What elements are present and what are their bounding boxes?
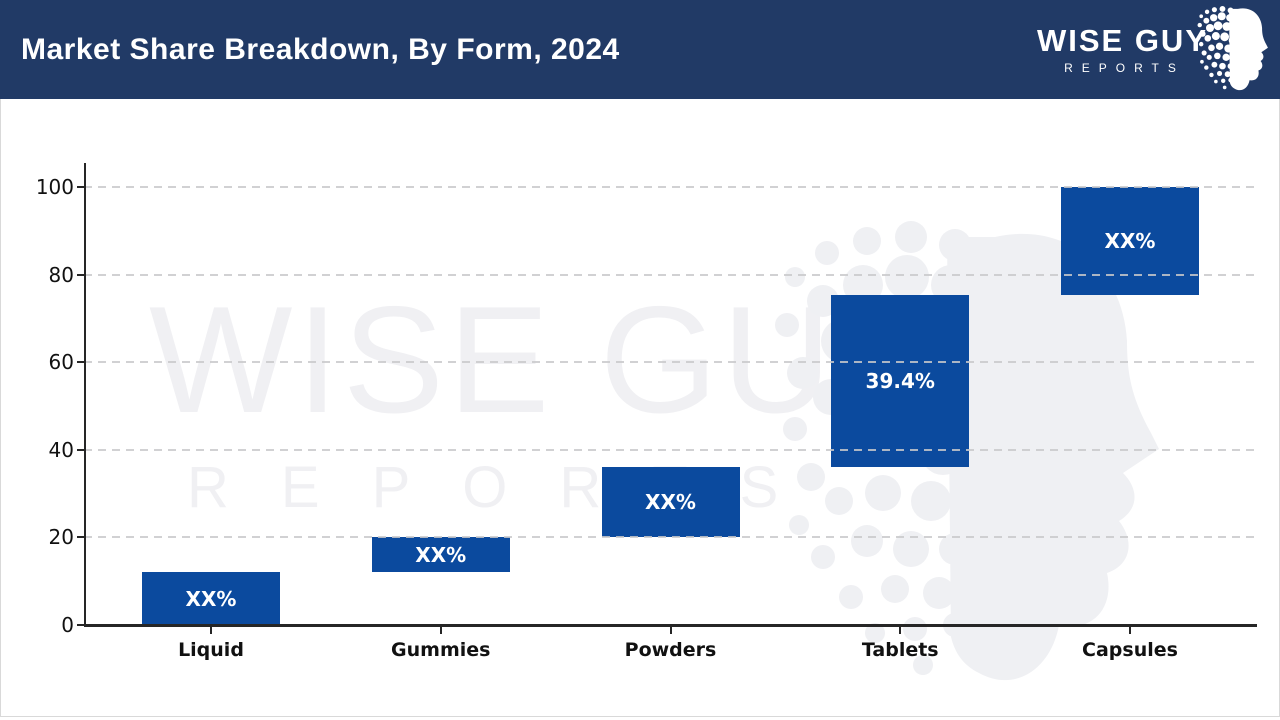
x-axis-line: [84, 624, 1257, 627]
bar-label-gummies: XX%: [415, 542, 467, 567]
x-tick-label-gummies: Gummies: [391, 639, 491, 661]
y-tick: [77, 273, 84, 276]
logo-face-icon: [1197, 5, 1268, 90]
y-tick-label: 40: [48, 437, 74, 462]
y-tick: [77, 536, 84, 539]
x-tick-label-tablets: Tablets: [861, 639, 939, 661]
gridline-60: [84, 361, 1257, 364]
gridline-80: [84, 273, 1257, 276]
logo-wordmark: WISE GUY REPORTS: [1037, 25, 1208, 75]
y-tick-label: 0: [61, 613, 74, 637]
y-tick: [77, 624, 84, 626]
watermark-line1: WISE GUY: [149, 275, 942, 445]
x-tick: [669, 627, 672, 634]
y-tick: [77, 361, 84, 364]
page-title: Market Share Breakdown, By Form, 2024: [21, 32, 620, 66]
bar-gummies: [371, 537, 510, 573]
logo-wordmark-line2: REPORTS: [1064, 60, 1185, 75]
y-tick: [77, 186, 84, 188]
x-tick: [1129, 627, 1131, 634]
y-tick: [77, 448, 84, 451]
y-tick-label: 80: [48, 262, 74, 287]
watermark-line2: REPORTS: [187, 455, 831, 520]
gridline-100: [84, 186, 1257, 188]
bar-label-capsules: XX%: [1104, 228, 1156, 253]
header: Market Share Breakdown, By Form, 2024 WI…: [0, 0, 1280, 99]
watermark-wordmark: WISE GUY REPORTS: [149, 284, 941, 521]
x-tick: [439, 627, 442, 634]
x-tick-label-powders: Powders: [624, 639, 717, 661]
bar-label-liquid: XX%: [185, 586, 237, 611]
bar-powders: [601, 467, 740, 538]
gridline-20: [84, 536, 1257, 539]
y-tick-label: 20: [48, 525, 74, 550]
x-tick-label-liquid: Liquid: [178, 639, 244, 661]
bar-label-tablets: 39.4%: [865, 369, 935, 394]
y-tick-label: 100: [35, 175, 74, 199]
x-tick-label-capsules: Capsules: [1082, 639, 1178, 661]
y-axis-line: [84, 163, 86, 627]
bar-label-powders: XX%: [645, 490, 696, 515]
logo: WISE GUY REPORTS: [1037, 0, 1270, 99]
bar-liquid: [142, 572, 280, 625]
y-tick-label: 60: [48, 350, 74, 375]
x-tick: [210, 627, 212, 634]
gridline-40: [84, 448, 1257, 451]
logo-wordmark-line1: WISE GUY: [1036, 22, 1208, 58]
x-tick: [899, 627, 902, 634]
